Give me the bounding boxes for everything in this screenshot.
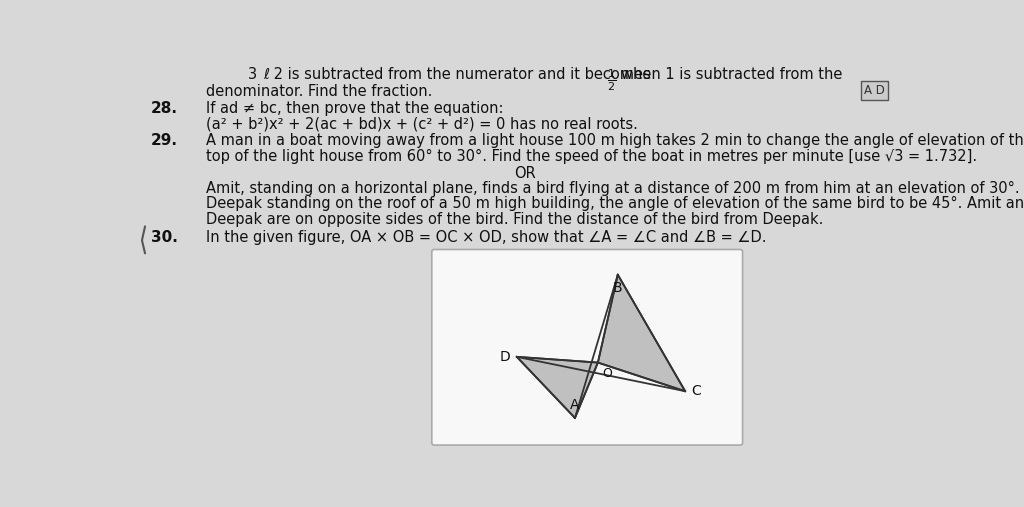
Polygon shape xyxy=(598,275,685,391)
Text: 30.: 30. xyxy=(152,230,178,245)
Text: If ad ≠ bc, then prove that the equation:: If ad ≠ bc, then prove that the equation… xyxy=(206,101,503,116)
Text: 3: 3 xyxy=(248,67,257,82)
Text: Amit, standing on a horizontal plane, finds a bird flying at a distance of 200 m: Amit, standing on a horizontal plane, fi… xyxy=(206,181,1019,196)
Text: A: A xyxy=(570,398,580,412)
Text: (a² + b²)x² + 2(ac + bd)x + (c² + d²) = 0 has no real roots.: (a² + b²)x² + 2(ac + bd)x + (c² + d²) = … xyxy=(206,116,637,131)
Text: In the given figure, OA × OB = OC × OD, show that ∠A = ∠C and ∠B = ∠D.: In the given figure, OA × OB = OC × OD, … xyxy=(206,230,766,245)
Text: Deepak are on opposite sides of the bird. Find the distance of the bird from Dee: Deepak are on opposite sides of the bird… xyxy=(206,212,823,227)
Polygon shape xyxy=(517,357,598,418)
Text: OR: OR xyxy=(514,166,536,180)
Text: top of the light house from 60° to 30°. Find the speed of the boat in metres per: top of the light house from 60° to 30°. … xyxy=(206,149,977,164)
Text: O: O xyxy=(602,367,612,380)
Text: Deepak standing on the roof of a 50 m high building, the angle of elevation of t: Deepak standing on the roof of a 50 m hi… xyxy=(206,196,1024,211)
Text: D: D xyxy=(500,350,511,364)
Text: 29.: 29. xyxy=(152,133,178,148)
Text: denominator. Find the fraction.: denominator. Find the fraction. xyxy=(206,84,432,99)
Text: $\frac{1}{2}$: $\frac{1}{2}$ xyxy=(607,67,616,93)
Text: 28.: 28. xyxy=(152,101,178,116)
Text: C: C xyxy=(691,384,701,398)
Text: A man in a boat moving away from a light house 100 m high takes 2 min to change : A man in a boat moving away from a light… xyxy=(206,133,1024,148)
Text: ℓ 2 is subtracted from the numerator and it becomes: ℓ 2 is subtracted from the numerator and… xyxy=(263,67,651,82)
FancyBboxPatch shape xyxy=(432,249,742,445)
Text: when 1 is subtracted from the: when 1 is subtracted from the xyxy=(621,67,843,82)
Text: A D: A D xyxy=(864,84,885,97)
Text: B: B xyxy=(613,281,623,295)
